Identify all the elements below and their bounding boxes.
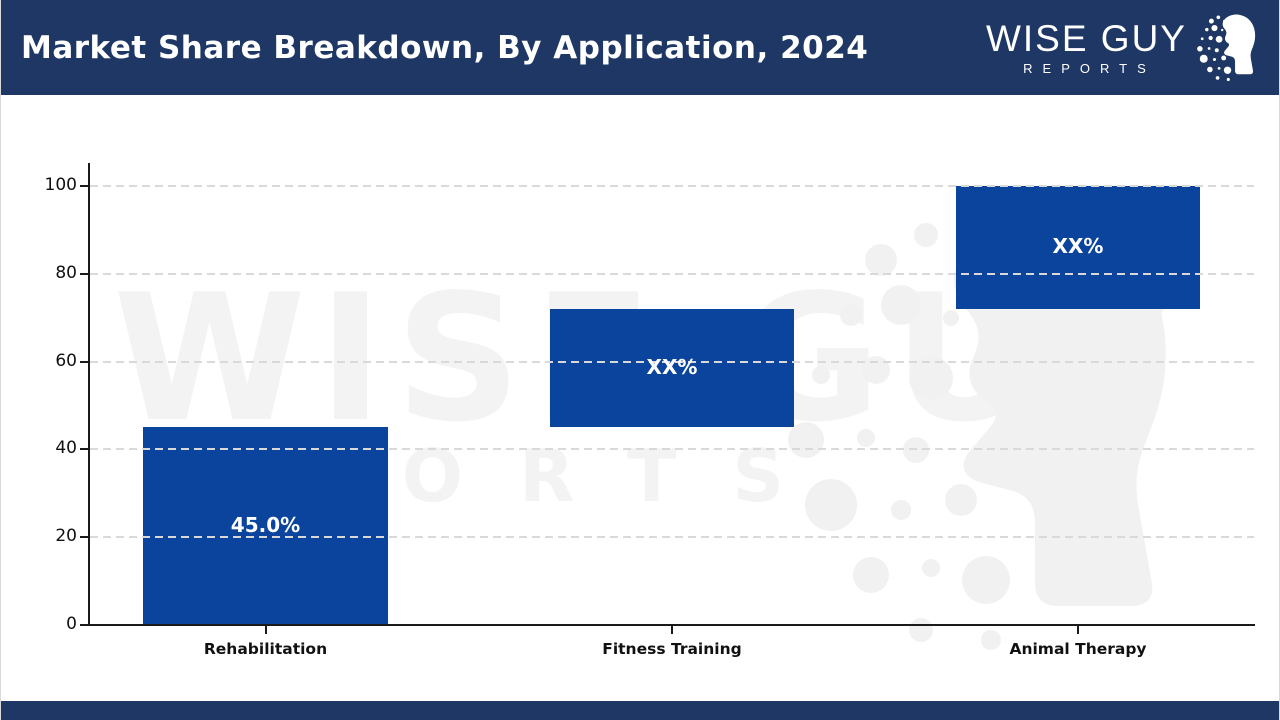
y-tick	[80, 536, 88, 539]
gridline	[90, 272, 1254, 275]
x-category-label: Fitness Training	[602, 640, 742, 658]
x-tick	[264, 626, 267, 634]
bar-animal-therapy	[955, 186, 1201, 309]
x-category-label: Rehabilitation	[203, 640, 328, 658]
gridline	[90, 185, 1254, 187]
bar-rehabilitation	[143, 427, 388, 625]
y-tick-label: 80	[55, 262, 77, 283]
gridline	[90, 448, 1254, 451]
y-tick-label: 60	[55, 350, 77, 371]
y-tick-label: 40	[55, 438, 77, 459]
logo-reports-text: REPORTS	[1023, 61, 1156, 76]
chart-title: Market Share Breakdown, By Application, …	[21, 29, 869, 66]
y-tick-label: 0	[66, 614, 77, 634]
footer-band	[1, 701, 1279, 720]
x-category-label: Animal Therapy	[1009, 640, 1147, 658]
y-tick	[80, 185, 88, 187]
x-tick	[671, 626, 673, 634]
logo-face-icon	[1197, 13, 1256, 81]
y-tick	[80, 360, 88, 363]
y-tick-label: 20	[55, 526, 77, 547]
bar-value-label: XX%	[646, 355, 698, 380]
header-band: Market Share Breakdown, By Application, …	[1, 0, 1279, 95]
x-axis-line	[88, 624, 1255, 626]
y-tick	[80, 448, 88, 451]
y-tick	[80, 624, 88, 626]
x-tick	[1077, 626, 1079, 634]
logo-wiseguy-text: WISE GUY	[985, 18, 1187, 59]
gridline	[90, 360, 1254, 363]
y-tick-label: 100	[44, 175, 77, 195]
y-axis-line	[88, 163, 90, 626]
bar-fitness-training	[549, 308, 795, 428]
wise-guy-reports-logo: WISE GUY REPORTS	[986, 11, 1259, 85]
gridline	[90, 536, 1254, 539]
y-tick	[80, 272, 88, 275]
bar-value-label: 45.0%	[230, 513, 301, 538]
bar-value-label: XX%	[1052, 234, 1104, 259]
